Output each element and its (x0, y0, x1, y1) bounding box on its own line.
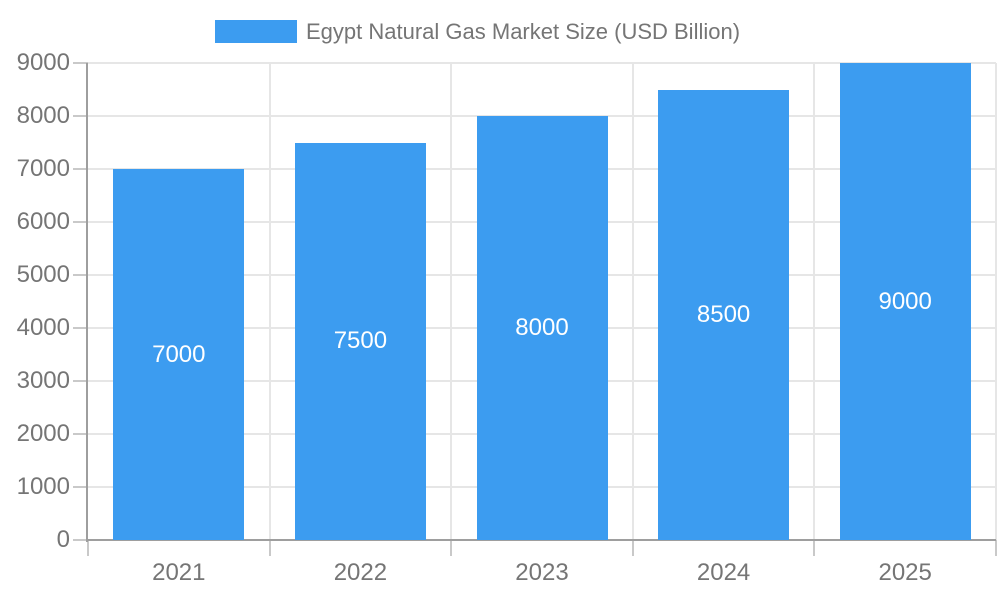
y-axis-tick (73, 62, 88, 64)
y-axis-line (86, 63, 88, 542)
v-gridline (450, 63, 453, 540)
y-axis-tick (73, 539, 88, 541)
legend-label: Egypt Natural Gas Market Size (USD Billi… (306, 18, 741, 44)
bar-value-label: 9000 (878, 287, 932, 315)
bar-2021[interactable] (113, 169, 245, 540)
y-axis-tick (73, 221, 88, 223)
x-axis-label: 2024 (696, 559, 751, 586)
y-axis-label: 0 (56, 526, 70, 553)
x-axis-label: 2022 (333, 559, 388, 586)
x-axis-tick (995, 540, 997, 556)
y-axis-label: 9000 (16, 49, 70, 76)
y-axis-tick (73, 433, 88, 435)
y-axis-tick (73, 380, 88, 382)
v-gridline (813, 63, 816, 540)
bar-value-label: 8000 (515, 314, 569, 341)
x-axis-label: 2021 (152, 559, 206, 586)
y-axis-label: 3000 (16, 367, 70, 394)
legend-swatch (215, 20, 297, 43)
v-gridline (631, 63, 634, 540)
y-axis-label: 4000 (16, 314, 70, 341)
bar-2022[interactable] (294, 142, 426, 540)
x-axis-tick (87, 540, 89, 556)
bar-value-label: 7000 (152, 340, 206, 368)
y-axis-label: 1000 (16, 473, 70, 500)
v-gridline (995, 63, 997, 540)
x-axis-line (86, 539, 996, 541)
bar-2024[interactable] (658, 89, 790, 540)
h-gridline (88, 62, 996, 64)
y-axis-tick (73, 274, 88, 276)
y-axis-tick (73, 327, 88, 329)
bar-value-label: 7500 (333, 327, 388, 355)
y-axis-label: 7000 (16, 155, 70, 182)
v-gridline (268, 63, 271, 540)
x-axis-tick (813, 540, 816, 556)
y-axis-label: 2000 (16, 420, 70, 447)
y-axis-tick (73, 115, 88, 117)
chart-legend[interactable]: Egypt Natural Gas Market Size (USD Billi… (215, 18, 741, 44)
x-axis-label: 2023 (515, 559, 569, 586)
x-axis-tick (631, 540, 634, 556)
y-axis-tick (73, 168, 88, 170)
x-axis-tick (268, 540, 271, 556)
bar-value-label: 8500 (696, 300, 751, 328)
y-axis-label: 6000 (16, 208, 70, 235)
bar-2025[interactable] (839, 63, 971, 540)
x-axis-label: 2025 (878, 559, 932, 586)
y-axis-tick (73, 486, 88, 488)
y-axis-label: 5000 (16, 261, 70, 288)
y-axis-label: 8000 (16, 102, 70, 129)
bar-2023[interactable] (476, 116, 608, 540)
x-axis-tick (450, 540, 453, 556)
